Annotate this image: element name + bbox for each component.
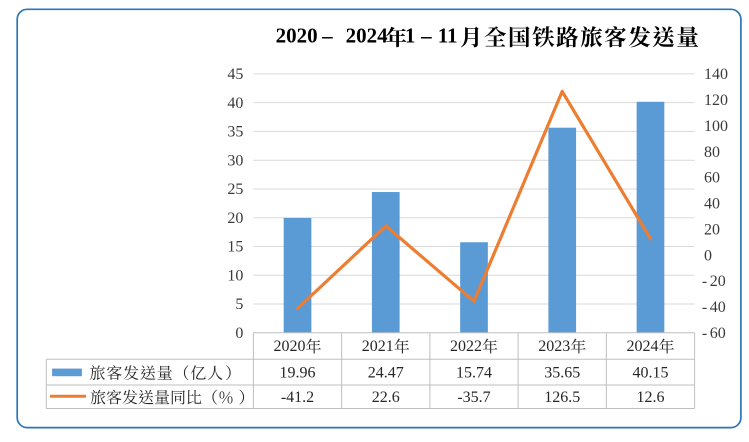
svg-text:2024: 2024 <box>346 24 389 48</box>
svg-text:2021: 2021 <box>362 338 394 355</box>
svg-text:40: 40 <box>710 299 726 316</box>
svg-text:80: 80 <box>704 144 720 161</box>
svg-text:-35.7: -35.7 <box>457 389 490 406</box>
svg-text:–: – <box>321 24 333 48</box>
svg-text:-: - <box>702 325 707 342</box>
svg-text:10: 10 <box>227 267 243 284</box>
svg-text:2020: 2020 <box>276 24 318 48</box>
svg-text:24.47: 24.47 <box>368 365 404 382</box>
svg-text:30: 30 <box>227 152 243 169</box>
svg-text:35.65: 35.65 <box>544 365 580 382</box>
svg-text:5: 5 <box>235 296 243 313</box>
svg-text:2024: 2024 <box>626 338 658 355</box>
svg-text:0: 0 <box>235 325 243 342</box>
svg-text:120: 120 <box>704 92 728 109</box>
svg-text:20: 20 <box>710 273 726 290</box>
svg-text:100: 100 <box>704 118 728 135</box>
svg-text:140: 140 <box>704 66 728 83</box>
svg-text:22.6: 22.6 <box>372 389 400 406</box>
svg-text:25: 25 <box>227 181 243 198</box>
svg-text:126.5: 126.5 <box>544 389 580 406</box>
svg-text:0: 0 <box>704 247 712 264</box>
svg-text:60: 60 <box>710 325 726 342</box>
svg-text:-: - <box>702 299 707 316</box>
svg-text:2022: 2022 <box>450 338 482 355</box>
svg-text:40: 40 <box>704 196 720 213</box>
svg-text:–: – <box>420 24 432 48</box>
svg-text:12.6: 12.6 <box>636 389 664 406</box>
svg-text:2023: 2023 <box>538 338 570 355</box>
svg-text:2020: 2020 <box>274 338 306 355</box>
svg-text:15: 15 <box>227 239 243 256</box>
svg-text:35: 35 <box>227 124 243 141</box>
svg-text:-: - <box>702 273 707 290</box>
svg-text:20: 20 <box>227 210 243 227</box>
svg-text:1: 1 <box>405 24 416 48</box>
svg-text:-41.2: -41.2 <box>281 389 314 406</box>
svg-text:20: 20 <box>704 221 720 238</box>
svg-text:11: 11 <box>438 24 458 48</box>
svg-text:60: 60 <box>704 170 720 187</box>
svg-text:40.15: 40.15 <box>632 365 668 382</box>
svg-text:15.74: 15.74 <box>456 365 492 382</box>
svg-text:45: 45 <box>227 66 243 83</box>
svg-text:40: 40 <box>227 95 243 112</box>
svg-text:19.96: 19.96 <box>280 365 316 382</box>
